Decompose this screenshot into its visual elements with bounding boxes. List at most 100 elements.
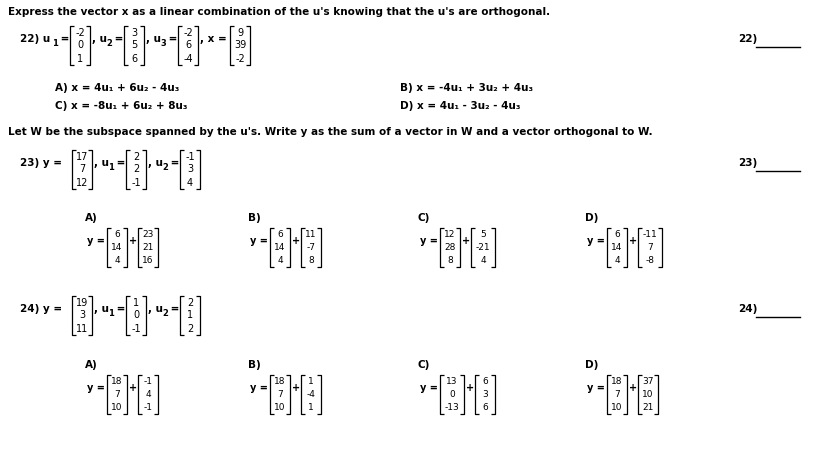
Text: -1: -1 [131,178,141,187]
Text: 1: 1 [108,308,114,317]
Text: -21: -21 [476,243,490,252]
Text: 14: 14 [111,243,123,252]
Text: -1: -1 [143,377,152,386]
Text: A): A) [85,360,97,370]
Text: 7: 7 [277,390,283,399]
Text: 21: 21 [142,243,154,252]
Text: 1: 1 [308,403,314,412]
Text: 1: 1 [77,54,83,63]
Text: 18: 18 [111,377,123,386]
Text: D) x = 4u₁ - 3u₂ - 4u₃: D) x = 4u₁ - 3u₂ - 4u₃ [400,101,520,111]
Text: 12: 12 [76,178,88,187]
Text: 2: 2 [187,297,193,308]
Text: 14: 14 [611,243,622,252]
Text: =: = [167,304,179,314]
Text: 6: 6 [482,403,488,412]
Text: A) x = 4u₁ + 6u₂ - 4u₃: A) x = 4u₁ + 6u₂ - 4u₃ [55,83,179,93]
Text: =: = [113,158,125,168]
Text: =: = [57,34,70,44]
Text: 2: 2 [187,323,193,334]
Text: , u: , u [94,304,109,314]
Text: y =: y = [587,236,605,246]
Text: , u: , u [148,304,163,314]
Text: +: + [292,383,300,393]
Text: 16: 16 [142,256,154,265]
Text: 19: 19 [76,297,88,308]
Text: 6: 6 [185,41,191,50]
Text: , u: , u [148,158,163,168]
Text: 6: 6 [277,230,283,239]
Text: , u: , u [146,34,161,44]
Text: 23: 23 [142,230,154,239]
Text: 1: 1 [108,163,114,171]
Text: 5: 5 [480,230,486,239]
Text: y =: y = [250,383,267,393]
Text: 9: 9 [237,27,243,37]
Text: 17: 17 [76,151,88,162]
Text: 3: 3 [79,310,85,321]
Text: y =: y = [420,383,438,393]
Text: 24) y =: 24) y = [20,304,62,314]
Text: 4: 4 [145,390,151,399]
Text: 4: 4 [187,178,193,187]
Text: 8: 8 [447,256,453,265]
Text: -2: -2 [183,27,193,37]
Text: 10: 10 [642,390,654,399]
Text: 10: 10 [611,403,622,412]
Text: 10: 10 [274,403,285,412]
Text: 12: 12 [444,230,456,239]
Text: 13: 13 [447,377,458,386]
Text: 0: 0 [77,41,83,50]
Text: , x =: , x = [200,34,227,44]
Text: C): C) [418,360,430,370]
Text: 3: 3 [187,164,193,174]
Text: 3: 3 [160,39,166,48]
Text: -2: -2 [75,27,85,37]
Text: 11: 11 [305,230,317,239]
Text: 4: 4 [614,256,620,265]
Text: 7: 7 [614,390,620,399]
Text: +: + [466,383,474,393]
Text: +: + [629,236,637,246]
Text: =: = [167,158,179,168]
Text: 24): 24) [738,304,757,314]
Text: 37: 37 [642,377,654,386]
Text: 6: 6 [482,377,488,386]
Text: y =: y = [87,236,105,246]
Text: D): D) [585,360,599,370]
Text: 4: 4 [277,256,283,265]
Text: -4: -4 [307,390,316,399]
Text: 18: 18 [611,377,622,386]
Text: C): C) [418,213,430,223]
Text: B): B) [248,213,261,223]
Text: y =: y = [587,383,605,393]
Text: B) x = -4u₁ + 3u₂ + 4u₃: B) x = -4u₁ + 3u₂ + 4u₃ [400,83,533,93]
Text: , u: , u [94,158,109,168]
Text: 2: 2 [106,39,112,48]
Text: 10: 10 [111,403,123,412]
Text: 1: 1 [52,39,58,48]
Text: C) x = -8u₁ + 6u₂ + 8u₃: C) x = -8u₁ + 6u₂ + 8u₃ [55,101,187,111]
Text: 14: 14 [274,243,285,252]
Text: 8: 8 [308,256,314,265]
Text: -1: -1 [143,403,152,412]
Text: 4: 4 [115,256,119,265]
Text: 23) y =: 23) y = [20,158,62,168]
Text: -8: -8 [645,256,654,265]
Text: y =: y = [420,236,438,246]
Text: -7: -7 [307,243,316,252]
Text: 22): 22) [738,34,757,44]
Text: 2: 2 [133,164,139,174]
Text: Express the vector x as a linear combination of the u's knowing that the u's are: Express the vector x as a linear combina… [8,7,551,17]
Text: 7: 7 [115,390,120,399]
Text: -1: -1 [185,151,195,162]
Text: 11: 11 [76,323,88,334]
Text: 22) u: 22) u [20,34,50,44]
Text: 1: 1 [133,297,139,308]
Text: -2: -2 [235,54,245,63]
Text: -4: -4 [183,54,193,63]
Text: -13: -13 [445,403,460,412]
Text: 4: 4 [480,256,486,265]
Text: 7: 7 [79,164,85,174]
Text: 1: 1 [187,310,193,321]
